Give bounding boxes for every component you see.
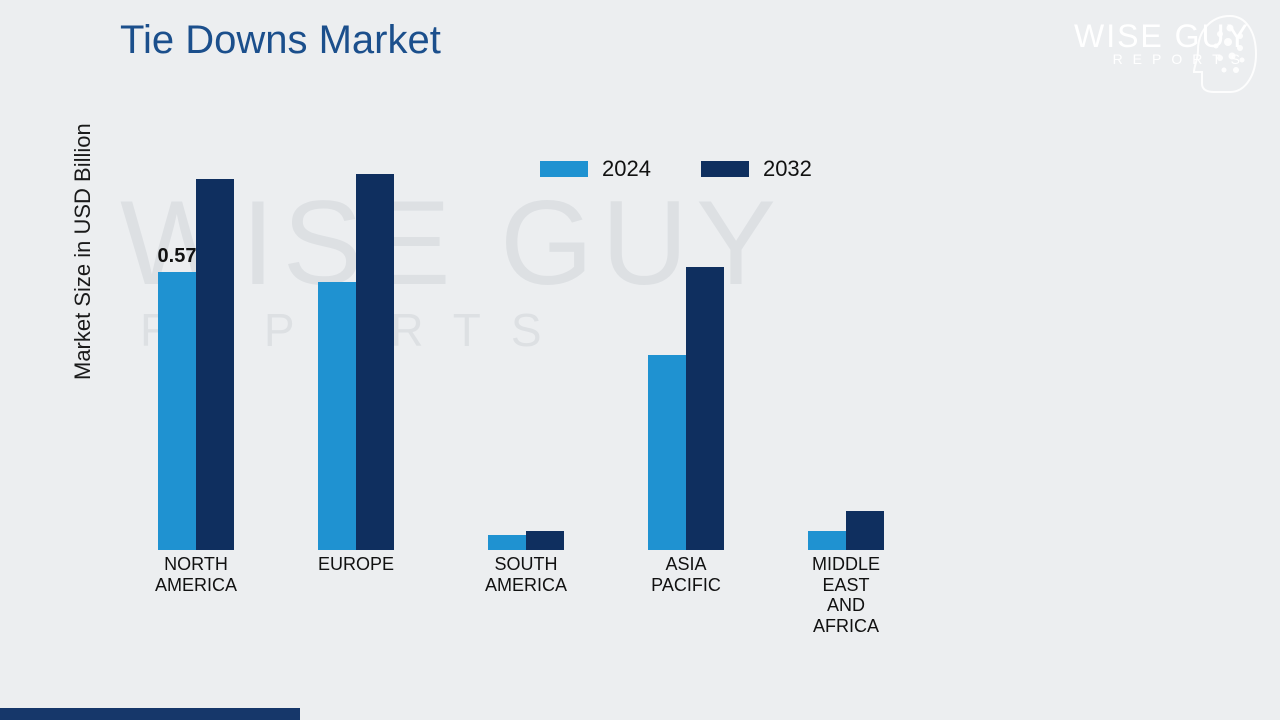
bar xyxy=(488,535,526,550)
bar xyxy=(846,511,884,550)
bar xyxy=(158,272,196,550)
category-label: MIDDLEEASTANDAFRICA xyxy=(776,554,916,637)
bar xyxy=(648,355,686,550)
brand-logo: WISE GUY REPORTS xyxy=(1074,18,1250,67)
category-label: NORTHAMERICA xyxy=(126,554,266,595)
category-label: EUROPE xyxy=(286,554,426,575)
plot-area: 0.57NORTHAMERICAEUROPESOUTHAMERICAASIAPA… xyxy=(120,150,940,550)
bar xyxy=(808,531,846,551)
category-label: ASIAPACIFIC xyxy=(616,554,756,595)
bar xyxy=(686,267,724,550)
bar xyxy=(526,531,564,551)
chart-stage: Tie Downs Market WISE GUY REPORTS WISE G… xyxy=(0,0,1280,720)
bottom-accent-strip xyxy=(0,708,300,720)
chart-title: Tie Downs Market xyxy=(120,18,441,63)
category-label: SOUTHAMERICA xyxy=(456,554,596,595)
y-axis-label: Market Size in USD Billion xyxy=(70,123,96,380)
bar xyxy=(318,282,356,550)
bar xyxy=(196,179,234,550)
bar xyxy=(356,174,394,550)
brain-head-icon xyxy=(1190,14,1260,94)
